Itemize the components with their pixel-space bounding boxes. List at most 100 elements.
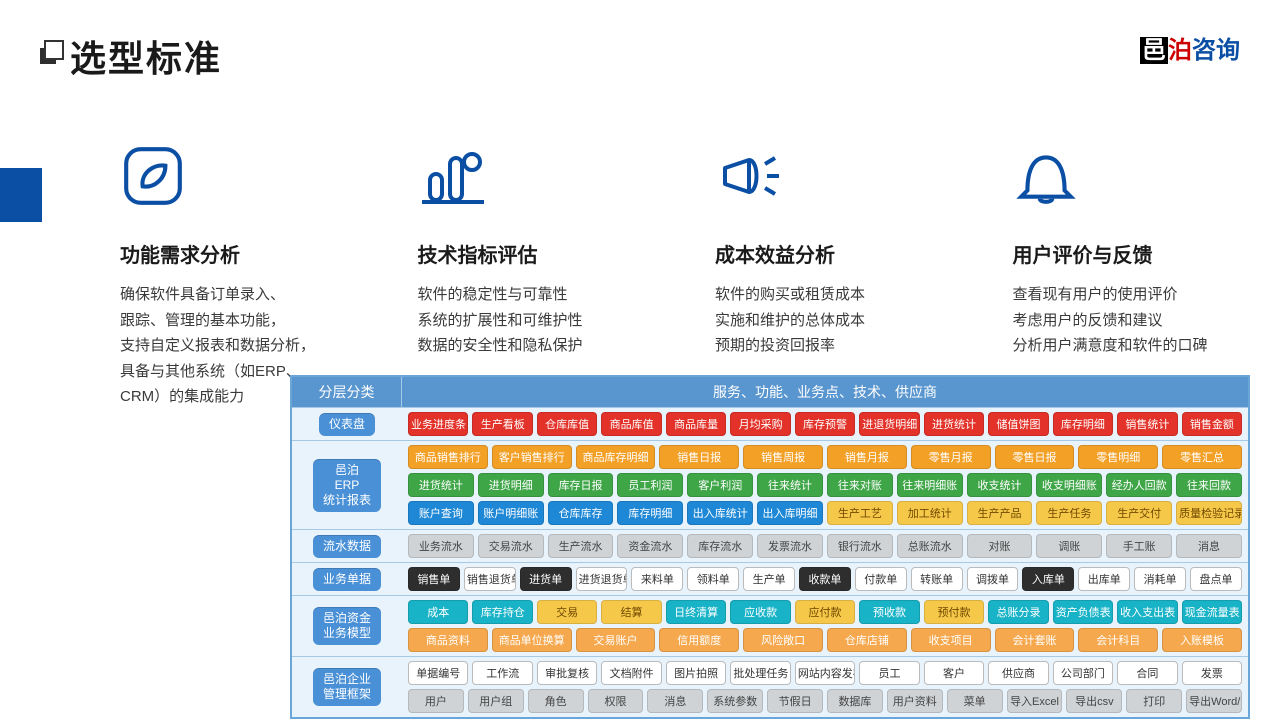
- tag: 生产单: [743, 567, 795, 591]
- col-3-h: 用户评价与反馈: [1013, 239, 1251, 268]
- chart-icon: [418, 135, 656, 209]
- tag: 仓库库存: [548, 501, 614, 525]
- tag: 库存明细: [1053, 412, 1113, 436]
- tag: 消息: [1176, 534, 1242, 558]
- tag: 来料单: [631, 567, 683, 591]
- tag: 进退货明细: [859, 412, 919, 436]
- tag: 往来回款: [1176, 473, 1242, 497]
- tag: 商品资料: [408, 628, 488, 652]
- title-ornament: [40, 48, 56, 64]
- tag: 信用额度: [659, 628, 739, 652]
- tag: 会计科目: [1078, 628, 1158, 652]
- dg-row-2-label: 流水数据: [292, 530, 402, 562]
- dg-row-5-label: 邑泊企业 管理框架: [292, 657, 402, 717]
- col-3-p: 查看现有用户的使用评价 考虑用户的反馈和建议 分析用户满意度和软件的口碑: [1013, 282, 1251, 359]
- tag: 零售日报: [995, 445, 1075, 469]
- tag: 收支统计: [967, 473, 1033, 497]
- tag: 往来明细账: [897, 473, 963, 497]
- dg-row-1-line-0: 商品销售排行客户销售排行商品库存明细销售日报销售周报销售月报零售月报零售日报零售…: [408, 445, 1242, 469]
- tag: 销售月报: [827, 445, 907, 469]
- tag: 销售日报: [659, 445, 739, 469]
- col-0: 功能需求分析 确保软件具备订单录入、 跟踪、管理的基本功能， 支持自定义报表和数…: [120, 135, 358, 410]
- tag: 账户明细账: [478, 501, 544, 525]
- tag: 权限: [588, 689, 644, 713]
- tag: 文档附件: [601, 661, 661, 685]
- tag: 生产流水: [548, 534, 614, 558]
- col-1: 技术指标评估 软件的稳定性与可靠性 系统的扩展性和可维护性 数据的安全性和隐私保…: [418, 135, 656, 410]
- tag: 银行流水: [827, 534, 893, 558]
- tag: 发票流水: [757, 534, 823, 558]
- tag: 生产产品: [967, 501, 1033, 525]
- tag: 库存预警: [795, 412, 855, 436]
- col-3: 用户评价与反馈 查看现有用户的使用评价 考虑用户的反馈和建议 分析用户满意度和软…: [1013, 135, 1251, 410]
- dg-row-3-right: 销售单销售退货单进货单进货退货单来料单领料单生产单收款单付款单转账单调拨单入库单…: [402, 563, 1248, 595]
- tag: 员工: [859, 661, 919, 685]
- tag: 业务流水: [408, 534, 474, 558]
- tag: 总账流水: [897, 534, 963, 558]
- tag: 员工利润: [617, 473, 683, 497]
- megaphone-icon: [715, 135, 953, 209]
- tag: 零售明细: [1078, 445, 1158, 469]
- tag: 批处理任务: [730, 661, 790, 685]
- dg-row-5-line-1: 用户用户组角色权限消息系统参数节假日数据库用户资料菜单导入Excel导出csv打…: [408, 689, 1242, 713]
- tag: 经办人回款: [1106, 473, 1172, 497]
- accent-bar: [0, 168, 42, 222]
- tag: 客户利润: [687, 473, 753, 497]
- bell-icon: [1013, 135, 1251, 209]
- tag: 盘点单: [1190, 567, 1242, 591]
- tag: 销售单: [408, 567, 460, 591]
- tag: 转账单: [911, 567, 963, 591]
- tag: 库存日报: [548, 473, 614, 497]
- tag: 仓库库值: [537, 412, 597, 436]
- tag: 进货统计: [408, 473, 474, 497]
- tag: 商品库量: [666, 412, 726, 436]
- tag: 入账模板: [1162, 628, 1242, 652]
- tag: 账户查询: [408, 501, 474, 525]
- dg-row-1-line-2: 账户查询账户明细账仓库库存库存明细出入库统计出入库明细生产工艺加工统计生产产品生…: [408, 501, 1242, 525]
- tag: 库存明细: [617, 501, 683, 525]
- dg-row-3-line-0: 销售单销售退货单进货单进货退货单来料单领料单生产单收款单付款单转账单调拨单入库单…: [408, 567, 1242, 591]
- tag: 质量检验记录: [1176, 501, 1242, 525]
- tag: 预付款: [924, 600, 984, 624]
- tag: 预收款: [859, 600, 919, 624]
- tag: 供应商: [988, 661, 1048, 685]
- tag: 收支明细账: [1036, 473, 1102, 497]
- dg-row-4: 邑泊资金 业务模型成本库存持仓交易结算日终清算应收款应付款预收款预付款总账分录资…: [292, 595, 1248, 656]
- tag: 进货单: [520, 567, 572, 591]
- tag: 结算: [601, 600, 661, 624]
- tag: 交易: [537, 600, 597, 624]
- dg-row-1: 邑泊 ERP 统计报表商品销售排行客户销售排行商品库存明细销售日报销售周报销售月…: [292, 440, 1248, 529]
- tag: 交易流水: [478, 534, 544, 558]
- tag: 出库单: [1078, 567, 1130, 591]
- dg-row-5: 邑泊企业 管理框架单据编号工作流审批复核文档附件图片拍照批处理任务网站内容发布员…: [292, 656, 1248, 717]
- dg-row-4-right: 成本库存持仓交易结算日终清算应收款应付款预收款预付款总账分录资产负债表收入支出表…: [402, 596, 1248, 656]
- tag: 零售月报: [911, 445, 991, 469]
- dg-row-2-right: 业务流水交易流水生产流水资金流水库存流水发票流水银行流水总账流水对账调账手工账消…: [402, 530, 1248, 562]
- tag: 往来对账: [827, 473, 893, 497]
- tag: 仓库店铺: [827, 628, 907, 652]
- dg-row-4-label: 邑泊资金 业务模型: [292, 596, 402, 656]
- tag: 付款单: [855, 567, 907, 591]
- tag: 进货明细: [478, 473, 544, 497]
- tag: 销售周报: [743, 445, 823, 469]
- architecture-diagram: 分层分类 服务、功能、业务点、技术、供应商 仪表盘业务进度条生产看板仓库库值商品…: [290, 375, 1250, 719]
- tag: 消息: [647, 689, 703, 713]
- tag: 审批复核: [537, 661, 597, 685]
- col-0-h: 功能需求分析: [120, 239, 358, 268]
- dg-row-5-line-0: 单据编号工作流审批复核文档附件图片拍照批处理任务网站内容发布员工客户供应商公司部…: [408, 661, 1242, 685]
- dg-row-2: 流水数据业务流水交易流水生产流水资金流水库存流水发票流水银行流水总账流水对账调账…: [292, 529, 1248, 562]
- brand-logo: 邑泊咨询: [1140, 30, 1240, 65]
- tag: 单据编号: [408, 661, 468, 685]
- dg-row-1-line-1: 进货统计进货明细库存日报员工利润客户利润往来统计往来对账往来明细账收支统计收支明…: [408, 473, 1242, 497]
- tag: 合同: [1117, 661, 1177, 685]
- tag: 打印: [1126, 689, 1182, 713]
- tag: 进货退货单: [576, 567, 628, 591]
- tag: 库存持仓: [472, 600, 532, 624]
- tag: 收款单: [799, 567, 851, 591]
- tag: 日终清算: [666, 600, 726, 624]
- tag: 销售统计: [1117, 412, 1177, 436]
- tag: 系统参数: [707, 689, 763, 713]
- tag: 节假日: [767, 689, 823, 713]
- page-title: 选型标准: [70, 30, 222, 82]
- tag: 应付款: [795, 600, 855, 624]
